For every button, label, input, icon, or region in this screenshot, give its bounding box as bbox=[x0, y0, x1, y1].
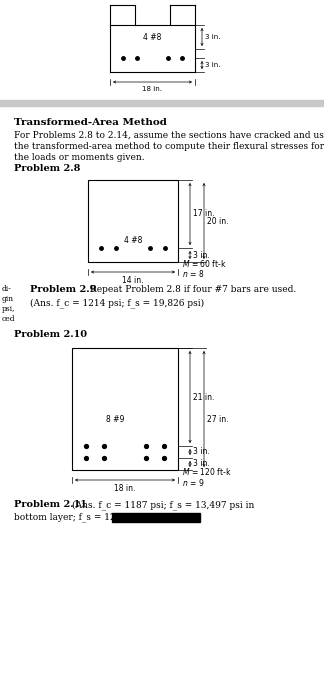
Text: Transformed-Area Method: Transformed-Area Method bbox=[14, 118, 167, 127]
Text: 4 #8: 4 #8 bbox=[143, 33, 161, 42]
Text: Problem 2.8: Problem 2.8 bbox=[14, 164, 80, 173]
Text: 21 in.: 21 in. bbox=[193, 393, 214, 402]
Text: gin: gin bbox=[2, 295, 14, 303]
Text: 18 in.: 18 in. bbox=[143, 86, 163, 92]
Text: $M$ = 120 ft-k: $M$ = 120 ft-k bbox=[182, 466, 232, 477]
Text: psi,: psi, bbox=[2, 305, 16, 313]
Text: 3 in.: 3 in. bbox=[193, 459, 210, 468]
Bar bbox=[88, 180, 178, 262]
Text: the transformed-area method to compute their flexural stresses for: the transformed-area method to compute t… bbox=[14, 142, 324, 151]
Text: 20 in.: 20 in. bbox=[207, 216, 228, 225]
Text: 17 in.: 17 in. bbox=[193, 209, 214, 218]
Text: $n$ = 9: $n$ = 9 bbox=[182, 477, 204, 488]
Text: 4 #8: 4 #8 bbox=[124, 236, 142, 245]
Bar bbox=[72, 348, 178, 470]
Text: bottom layer; f_s = 12,: bottom layer; f_s = 12, bbox=[14, 512, 119, 522]
Text: Repeat Problem 2.8 if four #7 bars are used.: Repeat Problem 2.8 if four #7 bars are u… bbox=[90, 285, 296, 294]
Text: 14 in.: 14 in. bbox=[122, 276, 144, 285]
Text: 27 in.: 27 in. bbox=[207, 414, 228, 424]
Text: 3 in.: 3 in. bbox=[193, 447, 210, 456]
Text: 8 #9: 8 #9 bbox=[106, 415, 124, 424]
Text: di-: di- bbox=[2, 285, 12, 293]
Text: Problem 2.10: Problem 2.10 bbox=[14, 330, 87, 339]
Text: Problem 2.9: Problem 2.9 bbox=[30, 285, 96, 294]
Text: 3 in.: 3 in. bbox=[205, 62, 221, 68]
Text: (Ans. f_c = 1187 psi; f_s = 13,497 psi in: (Ans. f_c = 1187 psi; f_s = 13,497 psi i… bbox=[72, 500, 254, 510]
Text: For Problems 2.8 to 2.14, assume the sections have cracked and use: For Problems 2.8 to 2.14, assume the sec… bbox=[14, 131, 324, 140]
Text: $M$ = 60 ft-k: $M$ = 60 ft-k bbox=[182, 258, 227, 269]
Text: 18 in.: 18 in. bbox=[114, 484, 136, 493]
Text: (Ans. f_c = 1214 psi; f_s = 19,826 psi): (Ans. f_c = 1214 psi; f_s = 19,826 psi) bbox=[30, 298, 204, 308]
Text: ced: ced bbox=[2, 315, 16, 323]
Bar bbox=[112, 513, 200, 522]
Text: Problem 2.11: Problem 2.11 bbox=[14, 500, 87, 509]
Bar bbox=[0, 100, 324, 106]
Text: 3 in.: 3 in. bbox=[193, 251, 210, 260]
Text: 3 in.: 3 in. bbox=[205, 34, 221, 40]
Text: the loads or moments given.: the loads or moments given. bbox=[14, 153, 145, 162]
Text: $n$ = 8: $n$ = 8 bbox=[182, 268, 204, 279]
